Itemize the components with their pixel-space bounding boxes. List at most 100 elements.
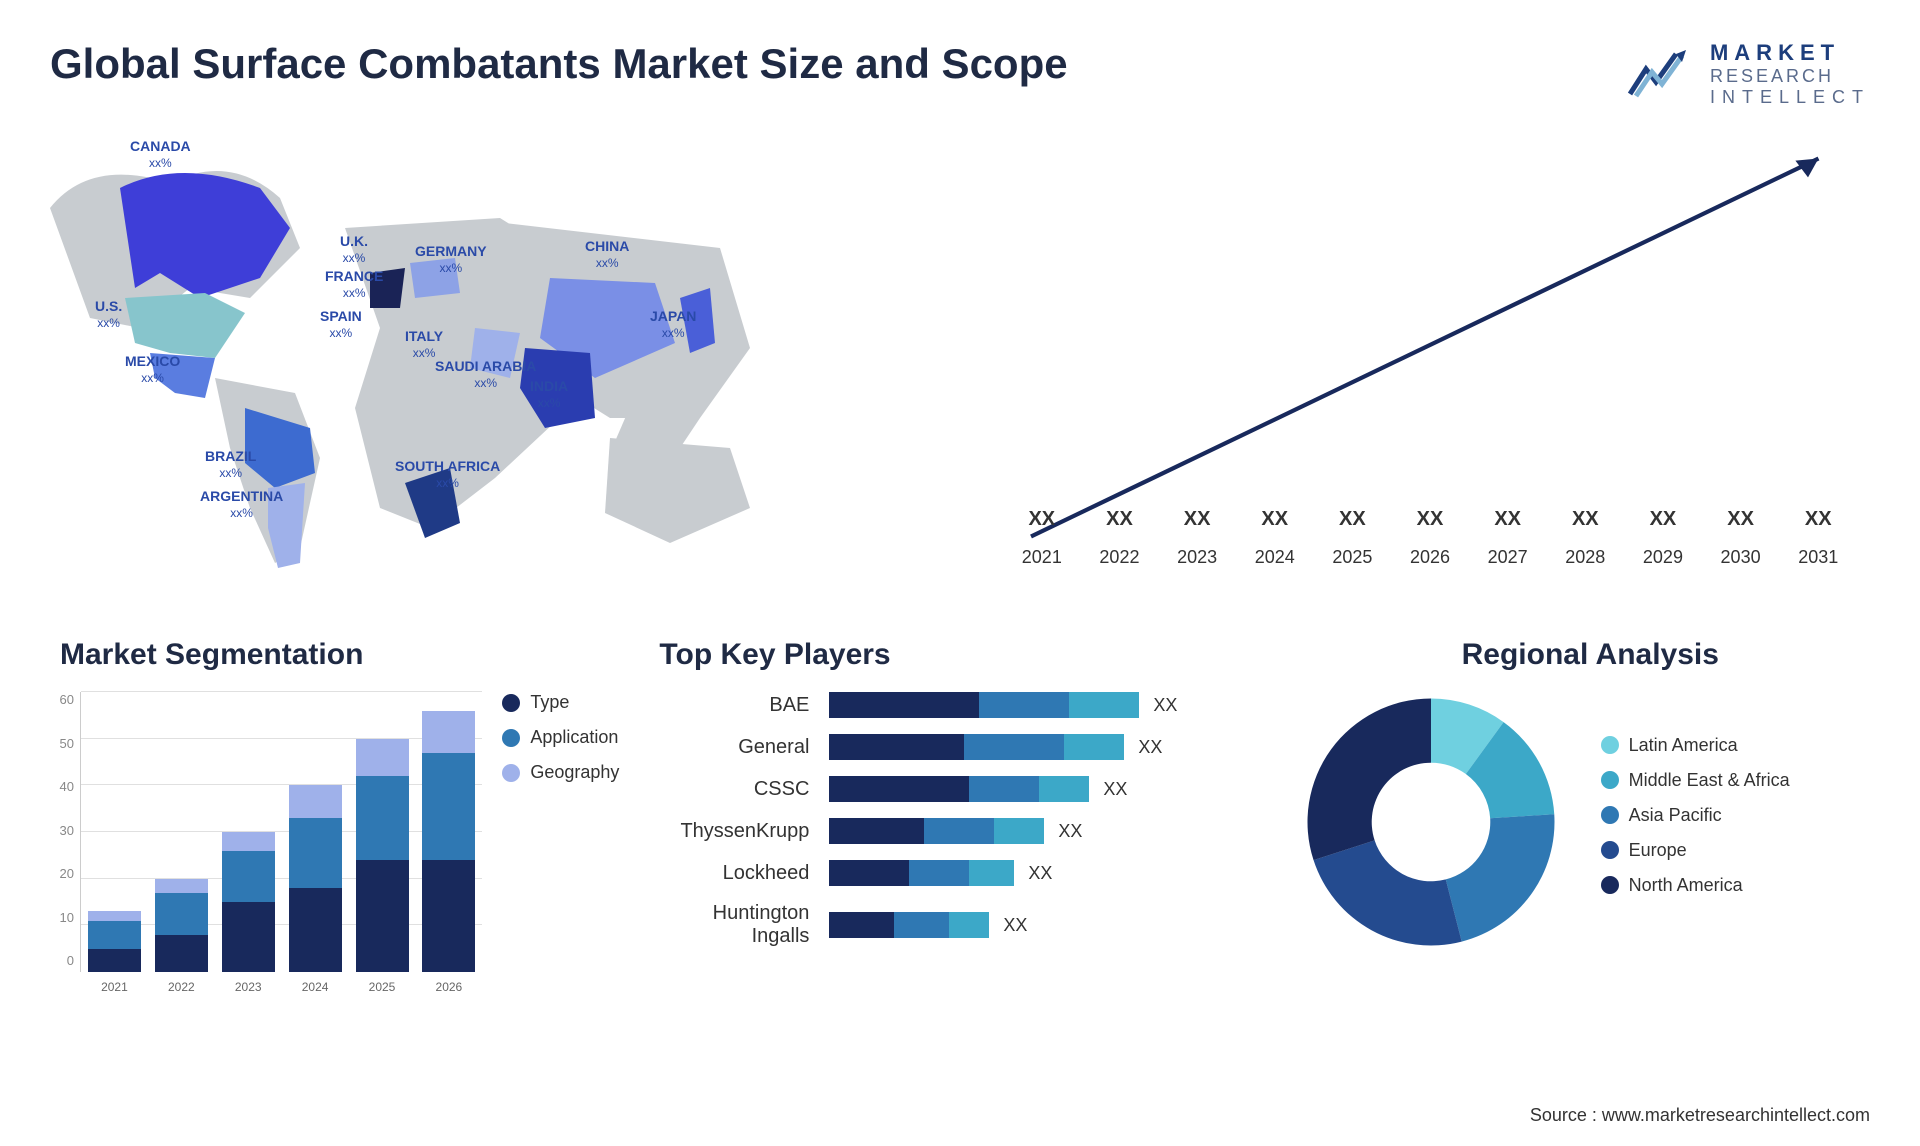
- seg-bar: 2024: [286, 692, 345, 972]
- trend-value-label: XX: [1417, 508, 1444, 531]
- regional-donut: [1301, 692, 1561, 952]
- trend-value-label: XX: [1184, 508, 1211, 531]
- seg-ytick: 0: [50, 953, 74, 968]
- seg-ytick: 10: [50, 910, 74, 925]
- trend-value-label: XX: [1805, 508, 1832, 531]
- trend-year-label: 2027: [1488, 547, 1528, 568]
- player-name: CSSC: [649, 778, 829, 801]
- seg-year-label: 2025: [369, 980, 396, 994]
- trend-value-label: XX: [1339, 508, 1366, 531]
- growth-trend-panel: 2021XX2022XX2023XX2024XX2025XX2026XX2027…: [990, 128, 1870, 588]
- map-label: GERMANYxx%: [415, 243, 487, 276]
- seg-bar: 2023: [219, 692, 278, 972]
- trend-year-label: 2030: [1721, 547, 1761, 568]
- player-row: CSSC XX: [649, 776, 1270, 802]
- trend-value-label: XX: [1494, 508, 1521, 531]
- regional-legend: Latin America Middle East & Africa Asia Pa…: [1601, 735, 1790, 910]
- map-label: U.S.xx%: [95, 298, 122, 331]
- player-value: XX: [1003, 915, 1027, 936]
- map-label: JAPANxx%: [650, 308, 696, 341]
- players-panel: Top Key Players BAEXXGeneralXXCSSCXXThys…: [649, 638, 1270, 992]
- players-title: Top Key Players: [649, 638, 1270, 672]
- map-label: U.K.xx%: [340, 233, 368, 266]
- trend-year-label: 2023: [1177, 547, 1217, 568]
- world-map-panel: CANADAxx% U.S.xx%MEXICOxx% BRAZILxx% ARGENT…: [50, 128, 930, 588]
- trend-value-label: XX: [1261, 508, 1288, 531]
- map-label: MEXICOxx%: [125, 353, 180, 386]
- seg-bar: 2021: [85, 692, 144, 972]
- trend-value-label: XX: [1572, 508, 1599, 531]
- map-label: BRAZILxx%: [205, 448, 256, 481]
- seg-year-label: 2023: [235, 980, 262, 994]
- legend-item: Geography: [502, 762, 619, 783]
- trend-year-label: 2026: [1410, 547, 1450, 568]
- player-row: Huntington Ingalls XX: [649, 902, 1270, 948]
- trend-value-label: XX: [1106, 508, 1133, 531]
- donut-slice: [1313, 840, 1461, 945]
- player-row: BAE XX: [649, 692, 1270, 718]
- seg-ytick: 30: [50, 823, 74, 838]
- player-value: XX: [1028, 863, 1052, 884]
- page-title: Global Surface Combatants Market Size an…: [50, 40, 1068, 88]
- logo-line2: RESEARCH: [1710, 66, 1870, 87]
- legend-item: Asia Pacific: [1601, 805, 1790, 826]
- trend-year-label: 2028: [1565, 547, 1605, 568]
- trend-value-label: XX: [1028, 508, 1055, 531]
- player-name: ThyssenKrupp: [649, 820, 829, 843]
- player-value: XX: [1058, 821, 1082, 842]
- legend-item: Type: [502, 692, 619, 713]
- legend-item: Middle East & Africa: [1601, 770, 1790, 791]
- logo-icon: [1626, 44, 1698, 104]
- legend-item: Latin America: [1601, 735, 1790, 756]
- seg-ytick: 40: [50, 779, 74, 794]
- donut-slice: [1307, 699, 1431, 861]
- player-name: Huntington Ingalls: [649, 902, 829, 948]
- player-value: XX: [1138, 737, 1162, 758]
- map-label: SAUDI ARABIAxx%: [435, 358, 536, 391]
- seg-year-label: 2026: [436, 980, 463, 994]
- trend-year-label: 2029: [1643, 547, 1683, 568]
- player-value: XX: [1153, 695, 1177, 716]
- logo-line1: MARKET: [1710, 40, 1870, 66]
- map-label: SOUTH AFRICAxx%: [395, 458, 500, 491]
- source-text: Source : www.marketresearchintellect.com: [1530, 1105, 1870, 1126]
- player-name: BAE: [649, 694, 829, 717]
- player-row: Lockheed XX: [649, 860, 1270, 886]
- trend-year-label: 2021: [1022, 547, 1062, 568]
- seg-bar: 2026: [419, 692, 478, 972]
- donut-slice: [1445, 814, 1554, 941]
- player-row: ThyssenKrupp XX: [649, 818, 1270, 844]
- player-name: Lockheed: [649, 862, 829, 885]
- regional-panel: Regional Analysis Latin America Middle Ea…: [1301, 638, 1870, 992]
- legend-item: Application: [502, 727, 619, 748]
- player-row: General XX: [649, 734, 1270, 760]
- player-name: General: [649, 736, 829, 759]
- legend-item: North America: [1601, 875, 1790, 896]
- map-label: CHINAxx%: [585, 238, 629, 271]
- segmentation-title: Market Segmentation: [50, 638, 619, 672]
- map-label: ITALYxx%: [405, 328, 443, 361]
- seg-year-label: 2022: [168, 980, 195, 994]
- seg-bar: 2025: [353, 692, 412, 972]
- map-label: ARGENTINAxx%: [200, 488, 283, 521]
- seg-ytick: 60: [50, 692, 74, 707]
- map-label: INDIAxx%: [530, 378, 568, 411]
- segmentation-legend: Type Application Geography: [502, 692, 619, 992]
- segmentation-panel: Market Segmentation 0102030405060 202120…: [50, 638, 619, 992]
- brand-logo: MARKET RESEARCH INTELLECT: [1626, 40, 1870, 108]
- logo-line3: INTELLECT: [1710, 87, 1870, 108]
- player-value: XX: [1103, 779, 1127, 800]
- map-label: SPAINxx%: [320, 308, 362, 341]
- seg-ytick: 20: [50, 866, 74, 881]
- seg-ytick: 50: [50, 736, 74, 751]
- trend-value-label: XX: [1727, 508, 1754, 531]
- seg-bar: 2022: [152, 692, 211, 972]
- map-label: CANADAxx%: [130, 138, 191, 171]
- seg-year-label: 2024: [302, 980, 329, 994]
- map-label: FRANCExx%: [325, 268, 383, 301]
- trend-year-label: 2025: [1332, 547, 1372, 568]
- legend-item: Europe: [1601, 840, 1790, 861]
- regional-title: Regional Analysis: [1301, 638, 1870, 672]
- trend-value-label: XX: [1650, 508, 1677, 531]
- seg-year-label: 2021: [101, 980, 128, 994]
